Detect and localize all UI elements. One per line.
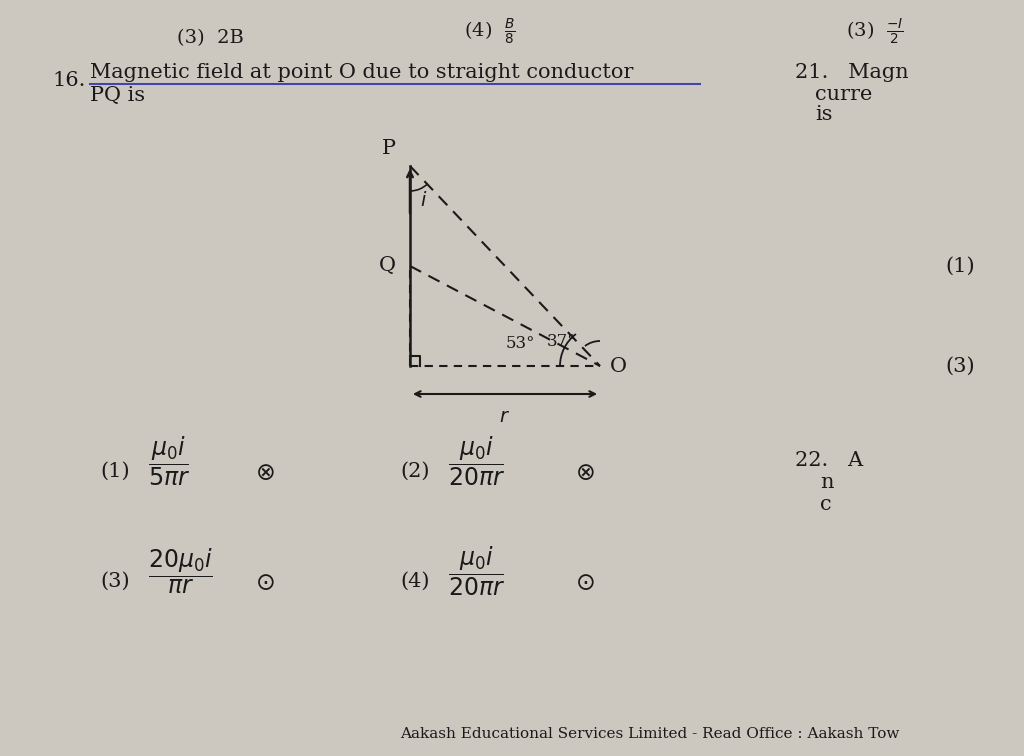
Text: 16.: 16. [52, 72, 85, 91]
Text: P: P [382, 139, 396, 158]
Text: 53°: 53° [505, 336, 535, 352]
Text: 37°: 37° [547, 333, 577, 351]
Text: $\dfrac{20\mu_0 i}{\pi r}$: $\dfrac{20\mu_0 i}{\pi r}$ [148, 547, 213, 596]
Text: (3)  $\frac{-I}{2}$: (3) $\frac{-I}{2}$ [846, 17, 904, 47]
Text: $\dfrac{\mu_0 i}{20\pi r}$: $\dfrac{\mu_0 i}{20\pi r}$ [449, 434, 505, 488]
Text: Aakash Educational Services Limited - Read Office : Aakash Tow: Aakash Educational Services Limited - Re… [400, 727, 899, 741]
Text: $\dfrac{\mu_0 i}{5\pi r}$: $\dfrac{\mu_0 i}{5\pi r}$ [148, 434, 190, 488]
Text: O: O [610, 357, 627, 376]
Text: $\odot$: $\odot$ [255, 572, 274, 594]
Text: $\odot$: $\odot$ [575, 572, 595, 594]
Text: is: is [815, 106, 833, 125]
Text: (1): (1) [100, 461, 130, 481]
Text: (3): (3) [945, 357, 975, 376]
Text: 22.   A: 22. A [795, 451, 863, 470]
Text: $\dfrac{\mu_0 i}{20\pi r}$: $\dfrac{\mu_0 i}{20\pi r}$ [449, 544, 505, 598]
Text: (3): (3) [100, 572, 130, 590]
Text: curre: curre [815, 85, 872, 104]
Text: (3)  2B: (3) 2B [176, 29, 244, 47]
Text: PQ is: PQ is [90, 86, 145, 106]
Text: $r$: $r$ [500, 408, 511, 426]
Text: (2): (2) [400, 461, 429, 481]
Text: (4)  $\frac{B}{8}$: (4) $\frac{B}{8}$ [464, 17, 516, 47]
Text: (1): (1) [945, 256, 975, 275]
Text: $i$: $i$ [420, 191, 427, 210]
Text: 21.   Magn: 21. Magn [795, 64, 908, 82]
Text: $\otimes$: $\otimes$ [575, 461, 595, 485]
Text: (4): (4) [400, 572, 429, 590]
Text: c: c [820, 494, 831, 513]
Text: $\otimes$: $\otimes$ [255, 461, 274, 485]
Text: Q: Q [379, 256, 396, 275]
Text: Magnetic field at point O due to straight conductor: Magnetic field at point O due to straigh… [90, 64, 634, 82]
Text: n: n [820, 473, 834, 492]
